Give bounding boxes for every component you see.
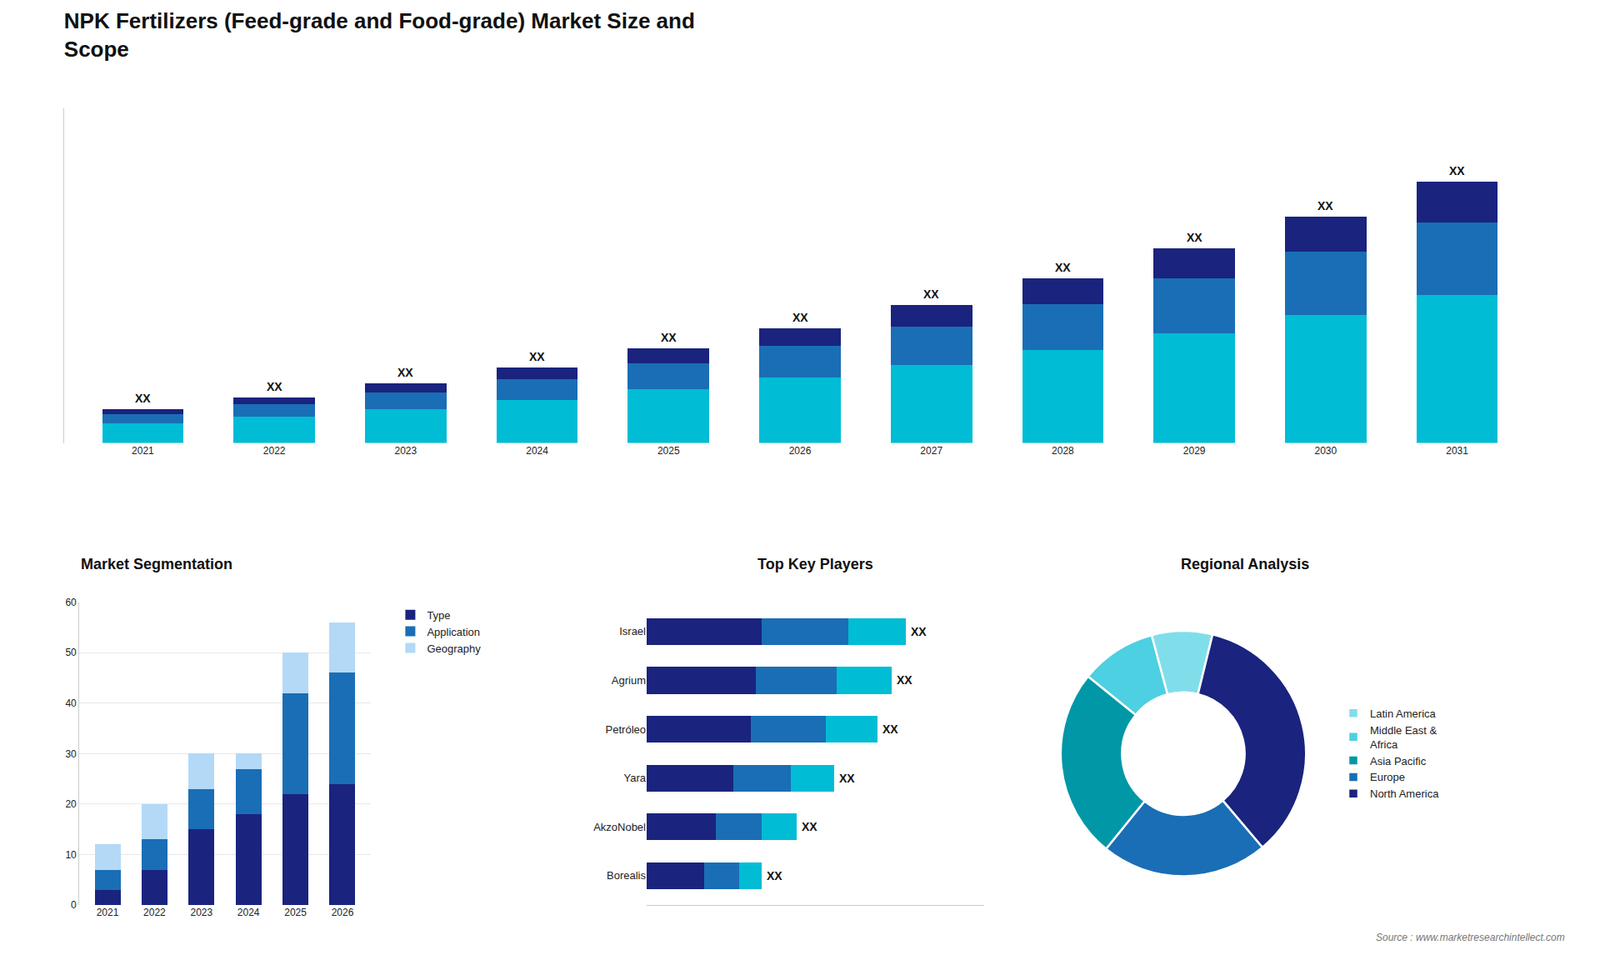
svg-text:Europe: Europe <box>1370 770 1405 784</box>
svg-text:NPK Fertilizers (Feed-grade an: NPK Fertilizers (Feed-grade and Food-gra… <box>64 8 695 62</box>
svg-text:2028: 2028 <box>1051 445 1075 457</box>
svg-text:10: 10 <box>65 849 77 861</box>
svg-text:2030: 2030 <box>1315 445 1338 457</box>
svg-text:XX: XX <box>1186 230 1203 245</box>
svg-text:Israel: Israel <box>619 625 646 638</box>
svg-text:Latin America: Latin America <box>1370 707 1437 720</box>
svg-text:XX: XX <box>1449 164 1465 178</box>
svg-text:Geography: Geography <box>426 642 481 655</box>
svg-text:Petróleo: Petróleo <box>605 723 646 736</box>
svg-text:Yara: Yara <box>624 771 647 785</box>
svg-text:2023: 2023 <box>395 445 418 457</box>
svg-text:2024: 2024 <box>525 445 549 457</box>
svg-text:2021: 2021 <box>96 906 120 919</box>
svg-text:XX: XX <box>801 820 818 834</box>
svg-text:XX: XX <box>529 350 545 364</box>
svg-text:60: 60 <box>65 596 77 609</box>
svg-text:XX: XX <box>910 625 927 639</box>
svg-text:AkzoNobel: AkzoNobel <box>593 820 646 834</box>
svg-text:20: 20 <box>65 798 77 810</box>
svg-text:0: 0 <box>70 899 77 911</box>
svg-text:XX: XX <box>266 380 283 394</box>
svg-text:North America: North America <box>1370 787 1440 800</box>
svg-text:XX: XX <box>135 391 151 405</box>
svg-text:2026: 2026 <box>789 445 812 457</box>
svg-text:2027: 2027 <box>920 445 943 457</box>
svg-text:2026: 2026 <box>331 906 355 919</box>
svg-text:Middle East &Africa: Middle East &Africa <box>1370 724 1438 751</box>
svg-text:XX: XX <box>896 673 913 687</box>
svg-text:Regional Analysis: Regional Analysis <box>1180 555 1310 573</box>
svg-text:2024: 2024 <box>237 906 260 919</box>
svg-text:XX: XX <box>792 310 809 325</box>
svg-text:2025: 2025 <box>657 445 680 457</box>
svg-text:Type: Type <box>426 609 450 622</box>
svg-text:2031: 2031 <box>1445 445 1469 457</box>
svg-text:XX: XX <box>1055 260 1071 275</box>
svg-text:XX: XX <box>923 287 940 301</box>
svg-text:2022: 2022 <box>263 445 286 457</box>
svg-text:2025: 2025 <box>284 906 307 919</box>
svg-text:Market Segmentation: Market Segmentation <box>80 555 233 573</box>
svg-text:XX: XX <box>660 330 677 345</box>
svg-text:XX: XX <box>839 771 855 785</box>
svg-text:Borealis: Borealis <box>606 869 646 882</box>
svg-text:XX: XX <box>766 869 783 883</box>
svg-text:40: 40 <box>65 697 77 710</box>
svg-text:Source : www.marketresearchint: Source : www.marketresearchintellect.com <box>1375 931 1565 944</box>
svg-text:Agrium: Agrium <box>611 674 646 687</box>
svg-text:Asia Pacific: Asia Pacific <box>1370 755 1427 768</box>
svg-text:2022: 2022 <box>143 906 166 919</box>
svg-text:XX: XX <box>397 365 414 380</box>
svg-text:XX: XX <box>882 722 899 736</box>
svg-text:2023: 2023 <box>190 906 213 919</box>
svg-text:30: 30 <box>65 748 77 760</box>
svg-text:2021: 2021 <box>131 445 155 457</box>
svg-text:2029: 2029 <box>1183 445 1206 457</box>
svg-text:Application: Application <box>426 625 480 639</box>
svg-text:50: 50 <box>65 646 77 659</box>
svg-text:Top Key Players: Top Key Players <box>757 555 874 573</box>
svg-text:XX: XX <box>1317 199 1334 213</box>
